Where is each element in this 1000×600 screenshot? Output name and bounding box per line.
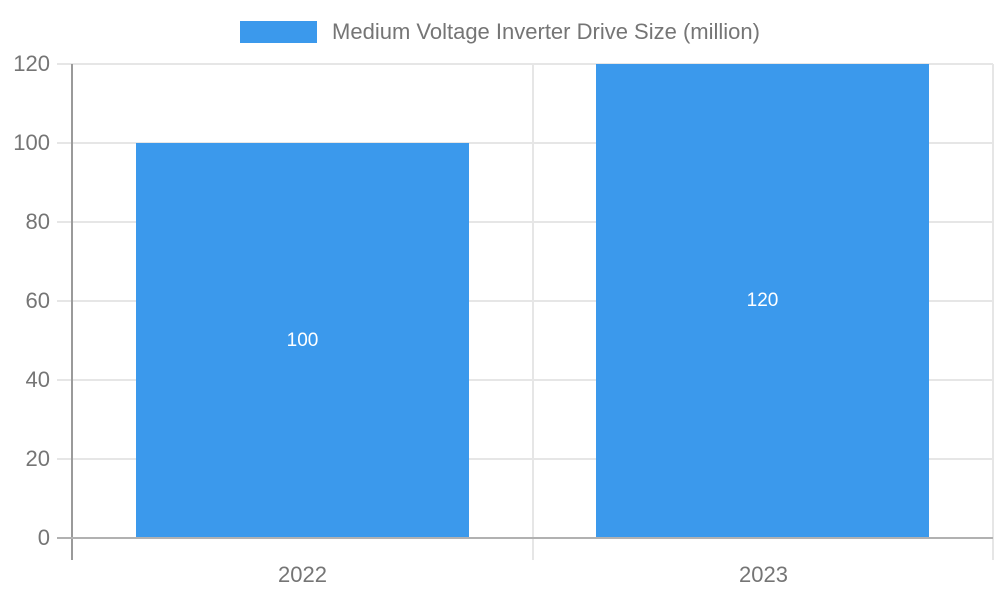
gridline — [57, 63, 993, 65]
bar-2022[interactable]: 100 — [136, 143, 469, 538]
gridline — [57, 458, 993, 460]
y-axis-tick-label: 120 — [13, 51, 50, 76]
y-axis-line — [71, 64, 73, 560]
legend-swatch — [240, 21, 318, 43]
plot-area: 0 20 40 60 80 100 120 100 2022 120 2023 — [13, 51, 994, 587]
bar-value-label: 100 — [286, 329, 319, 351]
bar-2023[interactable]: 120 — [596, 64, 929, 538]
legend-label: Medium Voltage Inverter Drive Size (mill… — [332, 19, 760, 44]
legend[interactable]: Medium Voltage Inverter Drive Size (mill… — [0, 19, 1000, 44]
category-boundary-line — [992, 64, 994, 560]
gridline — [57, 221, 993, 223]
gridline — [57, 300, 993, 302]
x-axis-line — [57, 537, 993, 539]
gridline — [57, 379, 993, 381]
gridline — [57, 142, 993, 144]
y-axis-tick-label: 60 — [25, 288, 50, 313]
category-boundary-line — [532, 64, 534, 560]
bar-value-label: 120 — [746, 290, 779, 311]
y-axis-tick-label: 80 — [25, 209, 50, 234]
y-axis-tick-label: 40 — [25, 367, 50, 392]
x-axis-category-label: 2022 — [278, 562, 327, 587]
y-axis-tick-label: 0 — [37, 525, 50, 550]
x-axis-category-label: 2023 — [739, 562, 788, 587]
y-axis-tick-label: 100 — [13, 130, 50, 155]
y-axis-tick-label: 20 — [25, 446, 50, 471]
